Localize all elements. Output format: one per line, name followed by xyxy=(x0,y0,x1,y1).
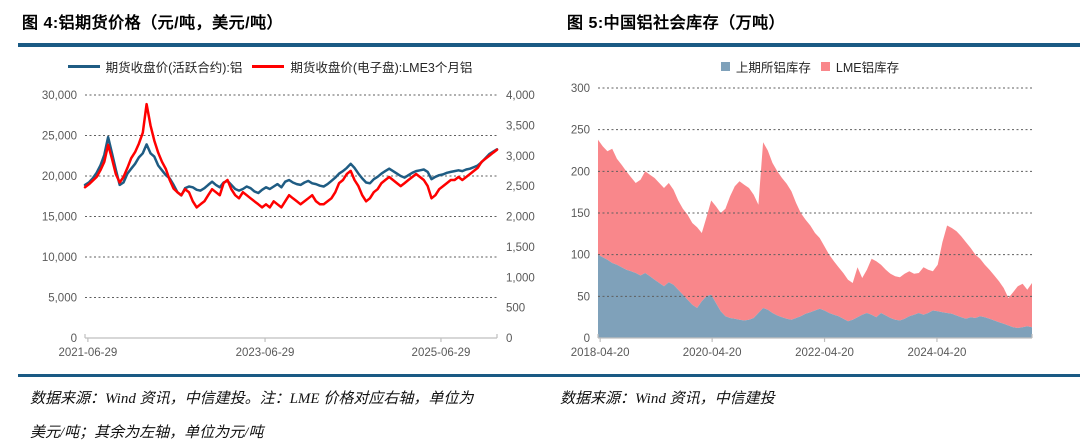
svg-text:0: 0 xyxy=(584,333,590,345)
svg-text:4,000: 4,000 xyxy=(506,90,535,102)
legend-item: 期货收盘价(活跃合约):铝 xyxy=(67,57,243,76)
svg-text:100: 100 xyxy=(571,250,590,262)
legend-label: 期货收盘价(活跃合约):铝 xyxy=(105,61,243,75)
aluminum-inventory-area-chart: 2018-04-20 2020-04-20 2022-04-20 2024-04-20… xyxy=(571,83,1033,359)
svg-text:2021-06-29: 2021-06-29 xyxy=(58,347,117,359)
svg-text:2,500: 2,500 xyxy=(506,181,535,193)
top-divider-rule xyxy=(18,43,1080,47)
svg-text:25,000: 25,000 xyxy=(42,131,77,143)
svg-text:15,000: 15,000 xyxy=(42,212,77,224)
price-chart-legend: 期货收盘价(活跃合约):铝 期货收盘价(电子盘):LME3个月铝 xyxy=(20,57,520,76)
svg-text:2020-04-20: 2020-04-20 xyxy=(683,347,742,359)
svg-text:10,000: 10,000 xyxy=(42,252,77,264)
svg-text:50: 50 xyxy=(577,291,590,303)
legend-item: 期货收盘价(电子盘):LME3个月铝 xyxy=(252,57,472,76)
legend-item: 上期所铝库存 xyxy=(720,57,811,76)
legend-square-swatch xyxy=(720,62,730,71)
svg-text:300: 300 xyxy=(571,83,590,95)
figure4-title: 图 4:铝期货价格（元/吨，美元/吨） xyxy=(22,15,284,32)
svg-text:0: 0 xyxy=(71,333,77,345)
svg-text:200: 200 xyxy=(571,166,590,178)
svg-text:20,000: 20,000 xyxy=(42,171,77,183)
figure4-source-note: 数据来源：Wind 资讯，中信建投。注：LME 价格对应右轴，单位为 美元/吨；… xyxy=(30,391,474,441)
svg-text:150: 150 xyxy=(571,208,590,220)
svg-text:1,500: 1,500 xyxy=(506,242,535,254)
svg-text:2025-06-29: 2025-06-29 xyxy=(412,347,471,359)
svg-text:2018-04-20: 2018-04-20 xyxy=(571,347,630,359)
svg-text:5,000: 5,000 xyxy=(48,293,77,305)
legend-item: LME铝库存 xyxy=(820,57,900,76)
svg-text:2024-04-20: 2024-04-20 xyxy=(908,347,967,359)
svg-text:250: 250 xyxy=(571,125,590,137)
legend-square-swatch xyxy=(820,62,830,71)
svg-text:2022-04-20: 2022-04-20 xyxy=(795,347,854,359)
aluminum-futures-price-line-chart: 2021-06-29 2023-06-29 2025-06-29 0 5,000 10,0… xyxy=(42,90,535,359)
legend-line-swatch xyxy=(252,65,285,68)
legend-label: LME铝库存 xyxy=(835,61,900,75)
bottom-divider-rule xyxy=(18,374,1080,377)
inventory-chart-legend: 上期所铝库存 LME铝库存 xyxy=(560,57,1060,76)
figure5-title: 图 5:中国铝社会库存（万吨） xyxy=(567,15,786,32)
svg-text:3,500: 3,500 xyxy=(506,120,535,132)
legend-line-swatch xyxy=(67,65,100,68)
svg-text:2023-06-29: 2023-06-29 xyxy=(236,347,295,359)
figure5-source-note: 数据来源：Wind 资讯，中信建投 xyxy=(560,391,775,407)
svg-text:3,000: 3,000 xyxy=(506,151,535,163)
legend-label: 期货收盘价(电子盘):LME3个月铝 xyxy=(290,61,473,75)
svg-text:500: 500 xyxy=(506,303,525,315)
svg-text:1,000: 1,000 xyxy=(506,272,535,284)
svg-text:2,000: 2,000 xyxy=(506,212,535,224)
svg-text:30,000: 30,000 xyxy=(42,90,77,102)
legend-label: 上期所铝库存 xyxy=(735,61,811,75)
svg-text:0: 0 xyxy=(506,333,512,345)
